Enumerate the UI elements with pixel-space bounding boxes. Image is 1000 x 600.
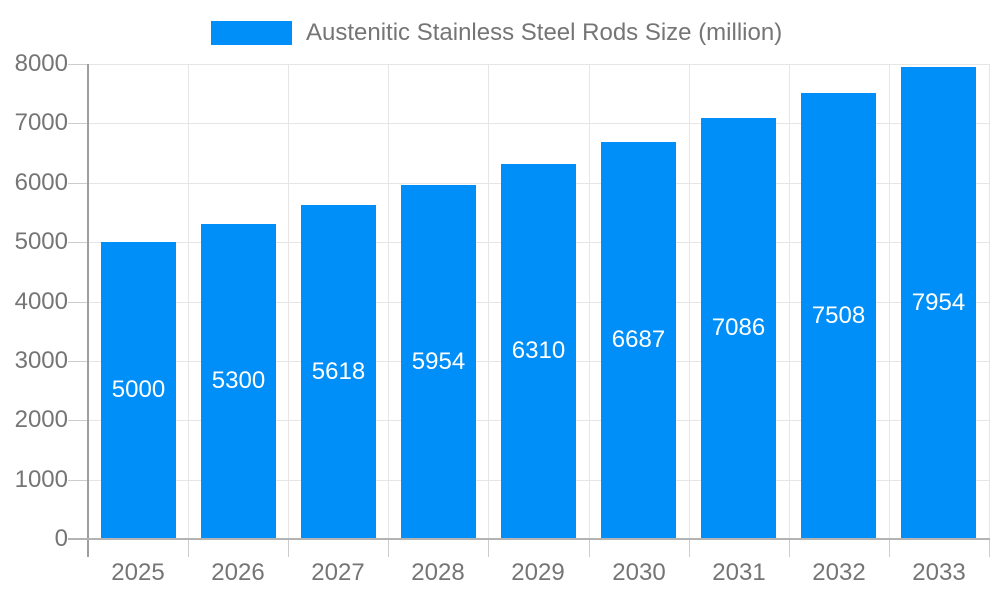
gridline-vertical bbox=[989, 64, 990, 539]
y-tick-label: 1000 bbox=[14, 466, 68, 493]
x-axis-tick bbox=[889, 539, 890, 557]
bar-value-label: 5954 bbox=[411, 347, 466, 375]
bar-value-label: 5618 bbox=[311, 357, 366, 385]
bar: 5300 bbox=[201, 224, 276, 538]
y-tick-label: 6000 bbox=[14, 169, 68, 196]
x-tick-label: 2026 bbox=[211, 559, 265, 586]
y-tick-label: 8000 bbox=[14, 50, 68, 77]
y-axis-tick bbox=[68, 64, 88, 65]
bar-value-label: 6310 bbox=[511, 337, 566, 364]
bar: 5000 bbox=[101, 242, 176, 538]
bar: 6687 bbox=[601, 142, 676, 538]
gridline-vertical bbox=[288, 64, 289, 539]
y-tick-label: 4000 bbox=[14, 288, 68, 315]
gridline-vertical bbox=[589, 64, 590, 539]
gridline-vertical bbox=[789, 64, 790, 539]
x-axis-tick bbox=[589, 539, 590, 557]
x-axis-tick bbox=[488, 539, 489, 557]
x-axis-tick bbox=[689, 539, 690, 557]
x-axis-tick bbox=[789, 539, 790, 557]
x-tick-label: 2025 bbox=[111, 559, 165, 586]
y-tick-label: 0 bbox=[54, 525, 68, 552]
bar: 5954 bbox=[401, 185, 476, 538]
gridline-vertical bbox=[889, 64, 890, 539]
x-axis-tick bbox=[188, 539, 189, 557]
y-axis-tick bbox=[68, 242, 88, 243]
bar: 6310 bbox=[501, 164, 576, 538]
x-axis-tick bbox=[388, 539, 389, 557]
x-tick-label: 2029 bbox=[511, 559, 565, 586]
x-tick-label: 2033 bbox=[912, 559, 966, 586]
y-tick-label: 7000 bbox=[14, 109, 68, 136]
gridline-vertical bbox=[188, 64, 189, 539]
x-tick-label: 2030 bbox=[612, 559, 666, 586]
y-axis-tick bbox=[68, 302, 88, 303]
gridline-vertical bbox=[388, 64, 389, 539]
y-axis-tick bbox=[68, 420, 88, 421]
bar: 7508 bbox=[801, 93, 876, 538]
bar-value-label: 7086 bbox=[711, 314, 766, 341]
y-axis-line bbox=[87, 64, 89, 557]
x-tick-label: 2032 bbox=[812, 559, 866, 586]
bar: 7954 bbox=[901, 67, 976, 538]
bar-value-label: 7508 bbox=[811, 301, 866, 329]
y-axis-tick bbox=[68, 123, 88, 124]
y-tick-label: 5000 bbox=[14, 228, 68, 255]
x-axis-baseline bbox=[68, 538, 990, 540]
gridline-vertical bbox=[689, 64, 690, 539]
bar: 7086 bbox=[701, 118, 776, 538]
gridline-horizontal bbox=[88, 64, 989, 65]
x-axis-tick bbox=[989, 539, 990, 557]
bar-value-label: 5000 bbox=[111, 376, 166, 403]
gridline-horizontal bbox=[88, 123, 989, 124]
y-axis-tick bbox=[68, 183, 88, 184]
bar-value-label: 6687 bbox=[611, 326, 666, 353]
y-tick-label: 2000 bbox=[14, 406, 68, 433]
legend-swatch bbox=[211, 21, 292, 45]
y-axis-tick bbox=[68, 361, 88, 362]
y-axis-tick bbox=[68, 480, 88, 481]
legend-label: Austenitic Stainless Steel Rods Size (mi… bbox=[306, 19, 783, 46]
x-axis-tick bbox=[288, 539, 289, 557]
bar-value-label: 5300 bbox=[211, 367, 266, 394]
y-tick-label: 3000 bbox=[14, 347, 68, 374]
x-tick-label: 2028 bbox=[411, 559, 465, 586]
x-tick-label: 2027 bbox=[311, 559, 365, 586]
x-tick-label: 2031 bbox=[712, 559, 766, 586]
legend: Austenitic Stainless Steel Rods Size (mi… bbox=[211, 19, 782, 47]
bar-value-label: 7954 bbox=[911, 288, 966, 316]
bar: 5618 bbox=[301, 205, 376, 538]
gridline-vertical bbox=[488, 64, 489, 539]
